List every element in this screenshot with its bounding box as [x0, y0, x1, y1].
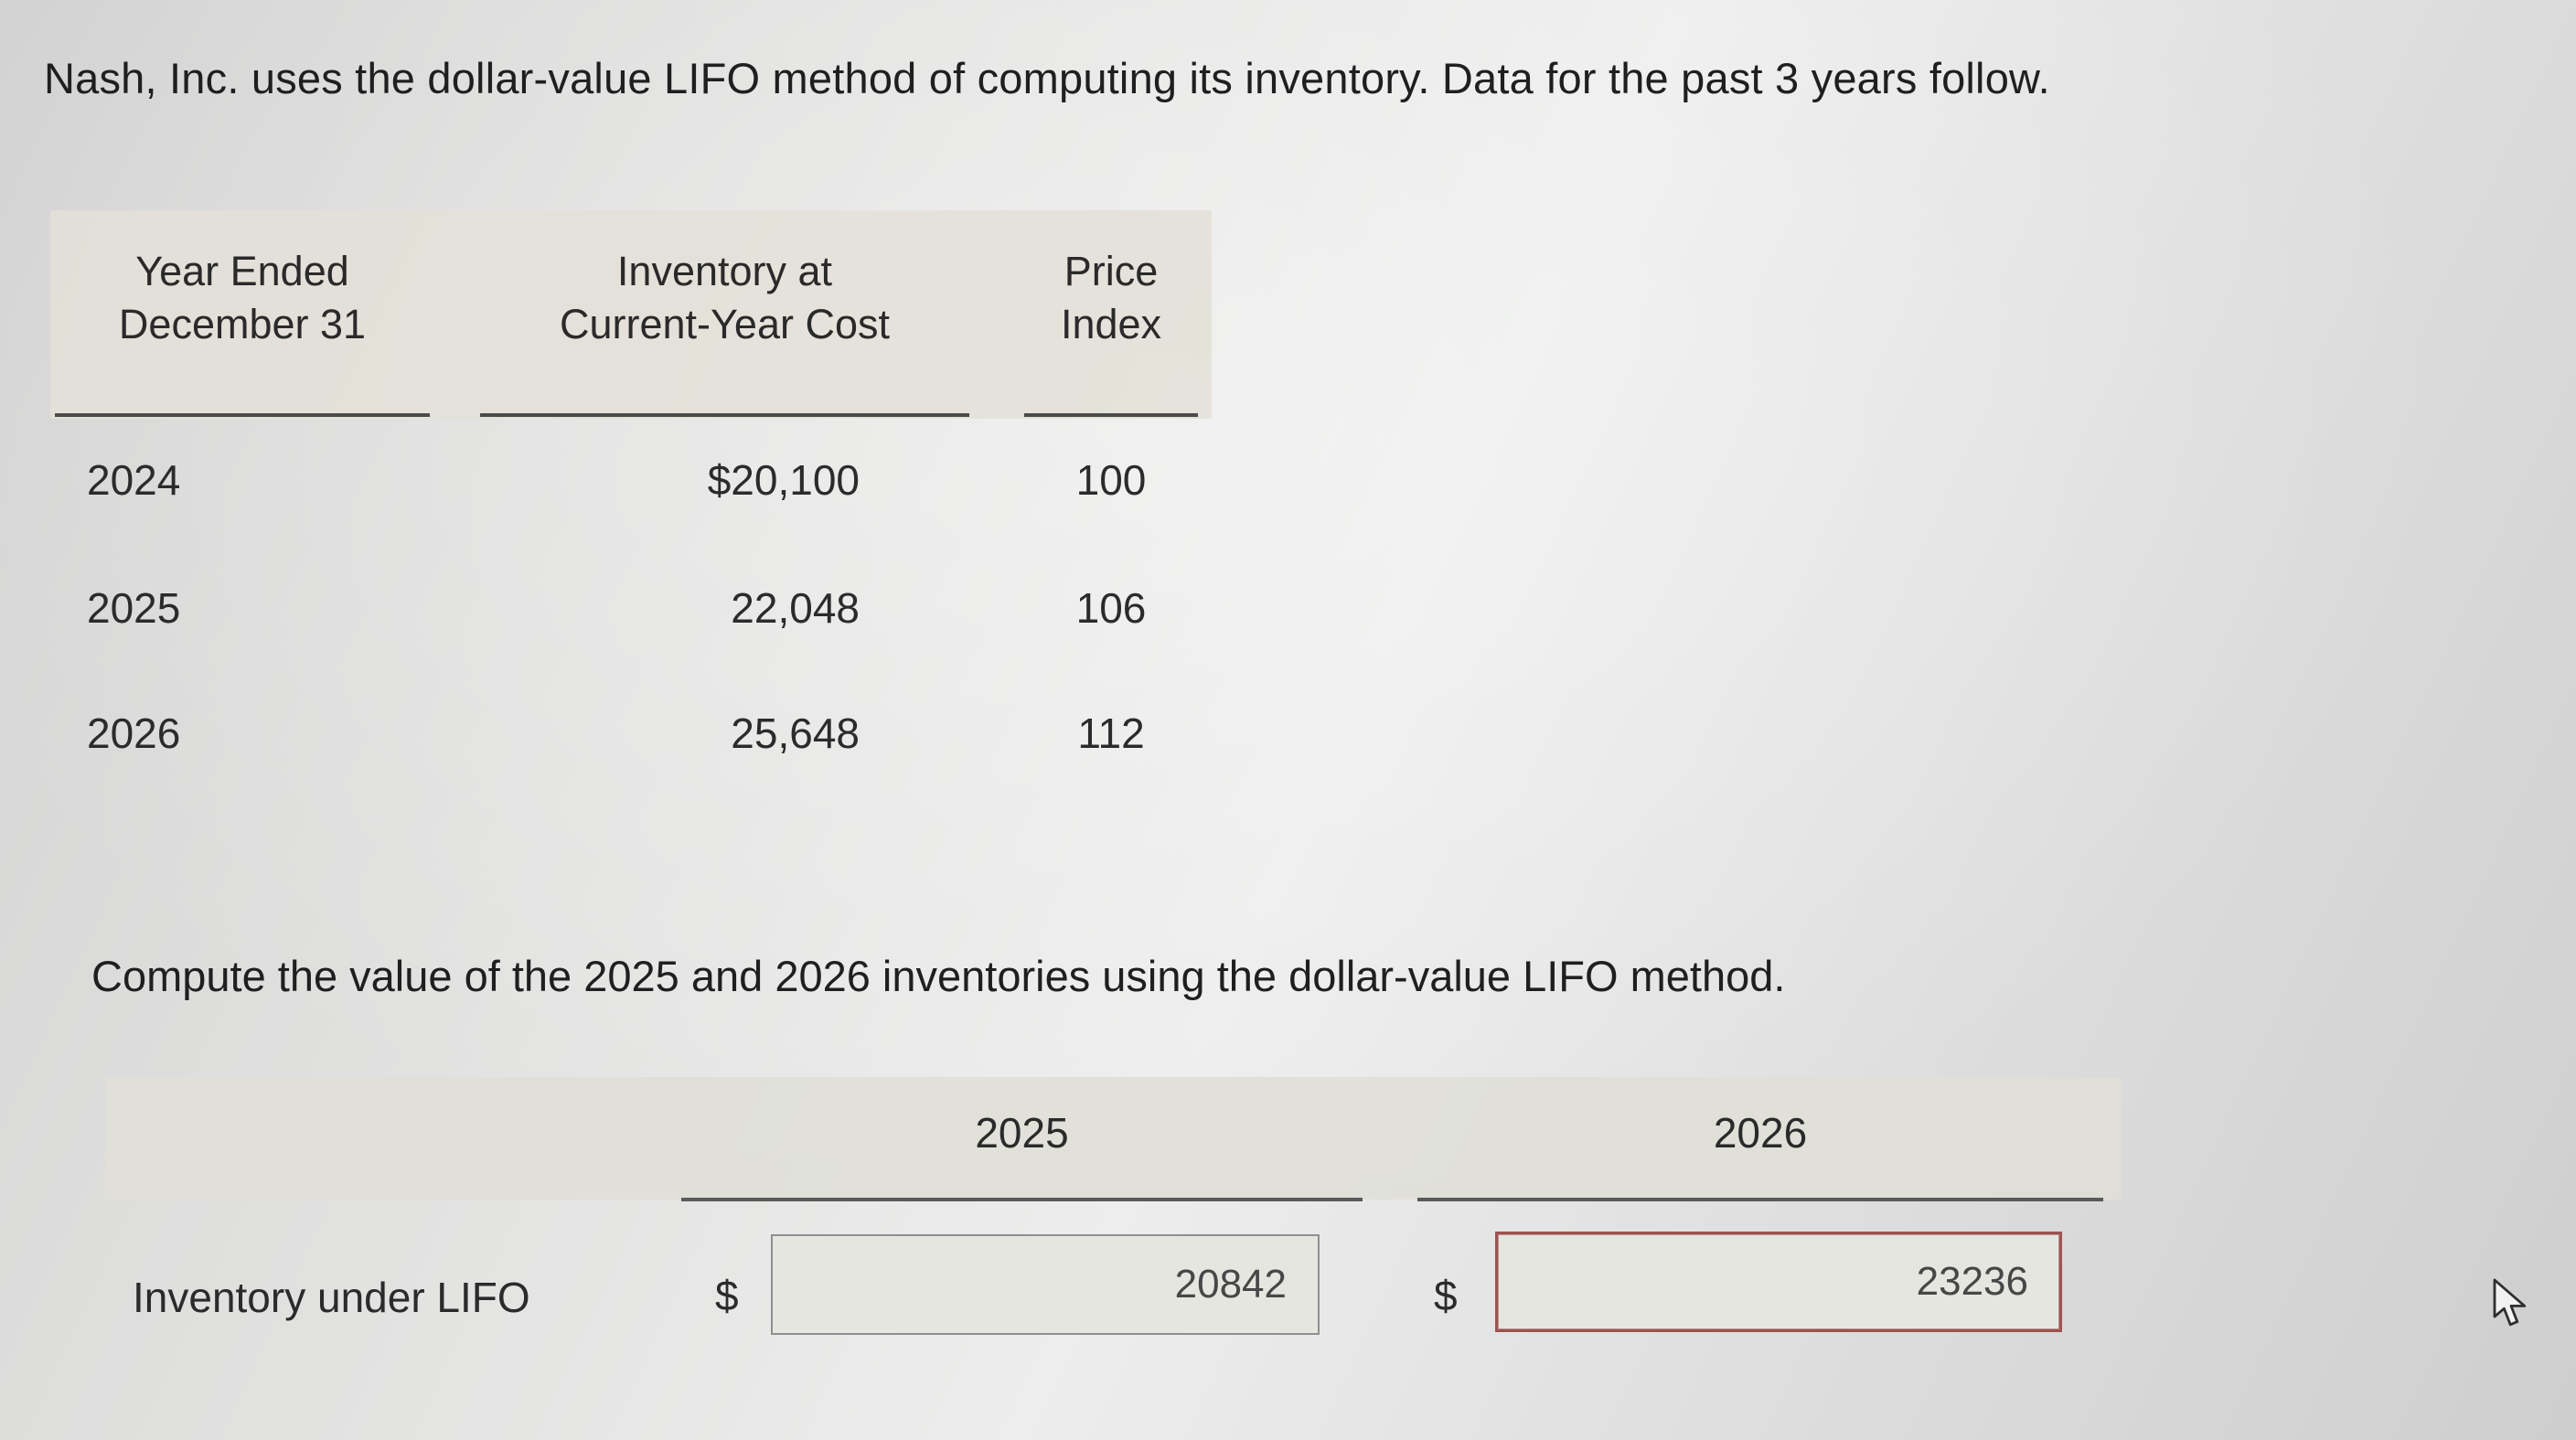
- instruction-text: Compute the value of the 2025 and 2026 i…: [91, 952, 1786, 1000]
- header-line-2: December 31: [118, 301, 367, 347]
- header-underline: [681, 1198, 1363, 1201]
- year-cell: 2026: [87, 709, 181, 757]
- column-header-2026: 2026: [1713, 1109, 1808, 1157]
- header-underline: [1024, 413, 1198, 417]
- index-cell: 112: [1077, 709, 1145, 757]
- header-line-2: Index: [1060, 301, 1162, 347]
- header-line-2: Current-Year Cost: [560, 301, 890, 347]
- cost-cell: $20,100: [707, 456, 860, 504]
- column-header-inventory-cost: Inventory at Current-Year Cost: [480, 245, 969, 351]
- dollar-sign: $: [715, 1272, 739, 1319]
- header-underline: [55, 413, 430, 417]
- mouse-cursor-icon: [2493, 1278, 2527, 1327]
- lifo-2025-input[interactable]: [771, 1234, 1320, 1335]
- index-cell: 100: [1075, 456, 1147, 504]
- header-line-1: Inventory at: [616, 248, 833, 294]
- year-cell: 2024: [87, 456, 181, 504]
- dollar-sign: $: [1434, 1272, 1458, 1319]
- cost-cell: 22,048: [731, 584, 860, 632]
- answer-header-band: [105, 1077, 2122, 1200]
- problem-statement: Nash, Inc. uses the dollar-value LIFO me…: [44, 54, 2050, 102]
- column-header-year-ended: Year Ended December 31: [55, 245, 430, 351]
- header-underline: [480, 413, 969, 417]
- header-underline: [1417, 1198, 2103, 1201]
- header-line-1: Year Ended: [135, 248, 349, 294]
- cost-cell: 25,648: [731, 709, 860, 757]
- row-label-inventory-under-lifo: Inventory under LIFO: [133, 1274, 530, 1321]
- column-header-price-index: Price Index: [1024, 245, 1198, 351]
- column-header-2025: 2025: [975, 1109, 1069, 1157]
- lifo-2026-input[interactable]: [1495, 1232, 2062, 1332]
- index-cell: 106: [1075, 584, 1147, 632]
- table-header-background: [50, 210, 1212, 419]
- year-cell: 2025: [87, 584, 181, 632]
- header-line-1: Price: [1064, 248, 1159, 294]
